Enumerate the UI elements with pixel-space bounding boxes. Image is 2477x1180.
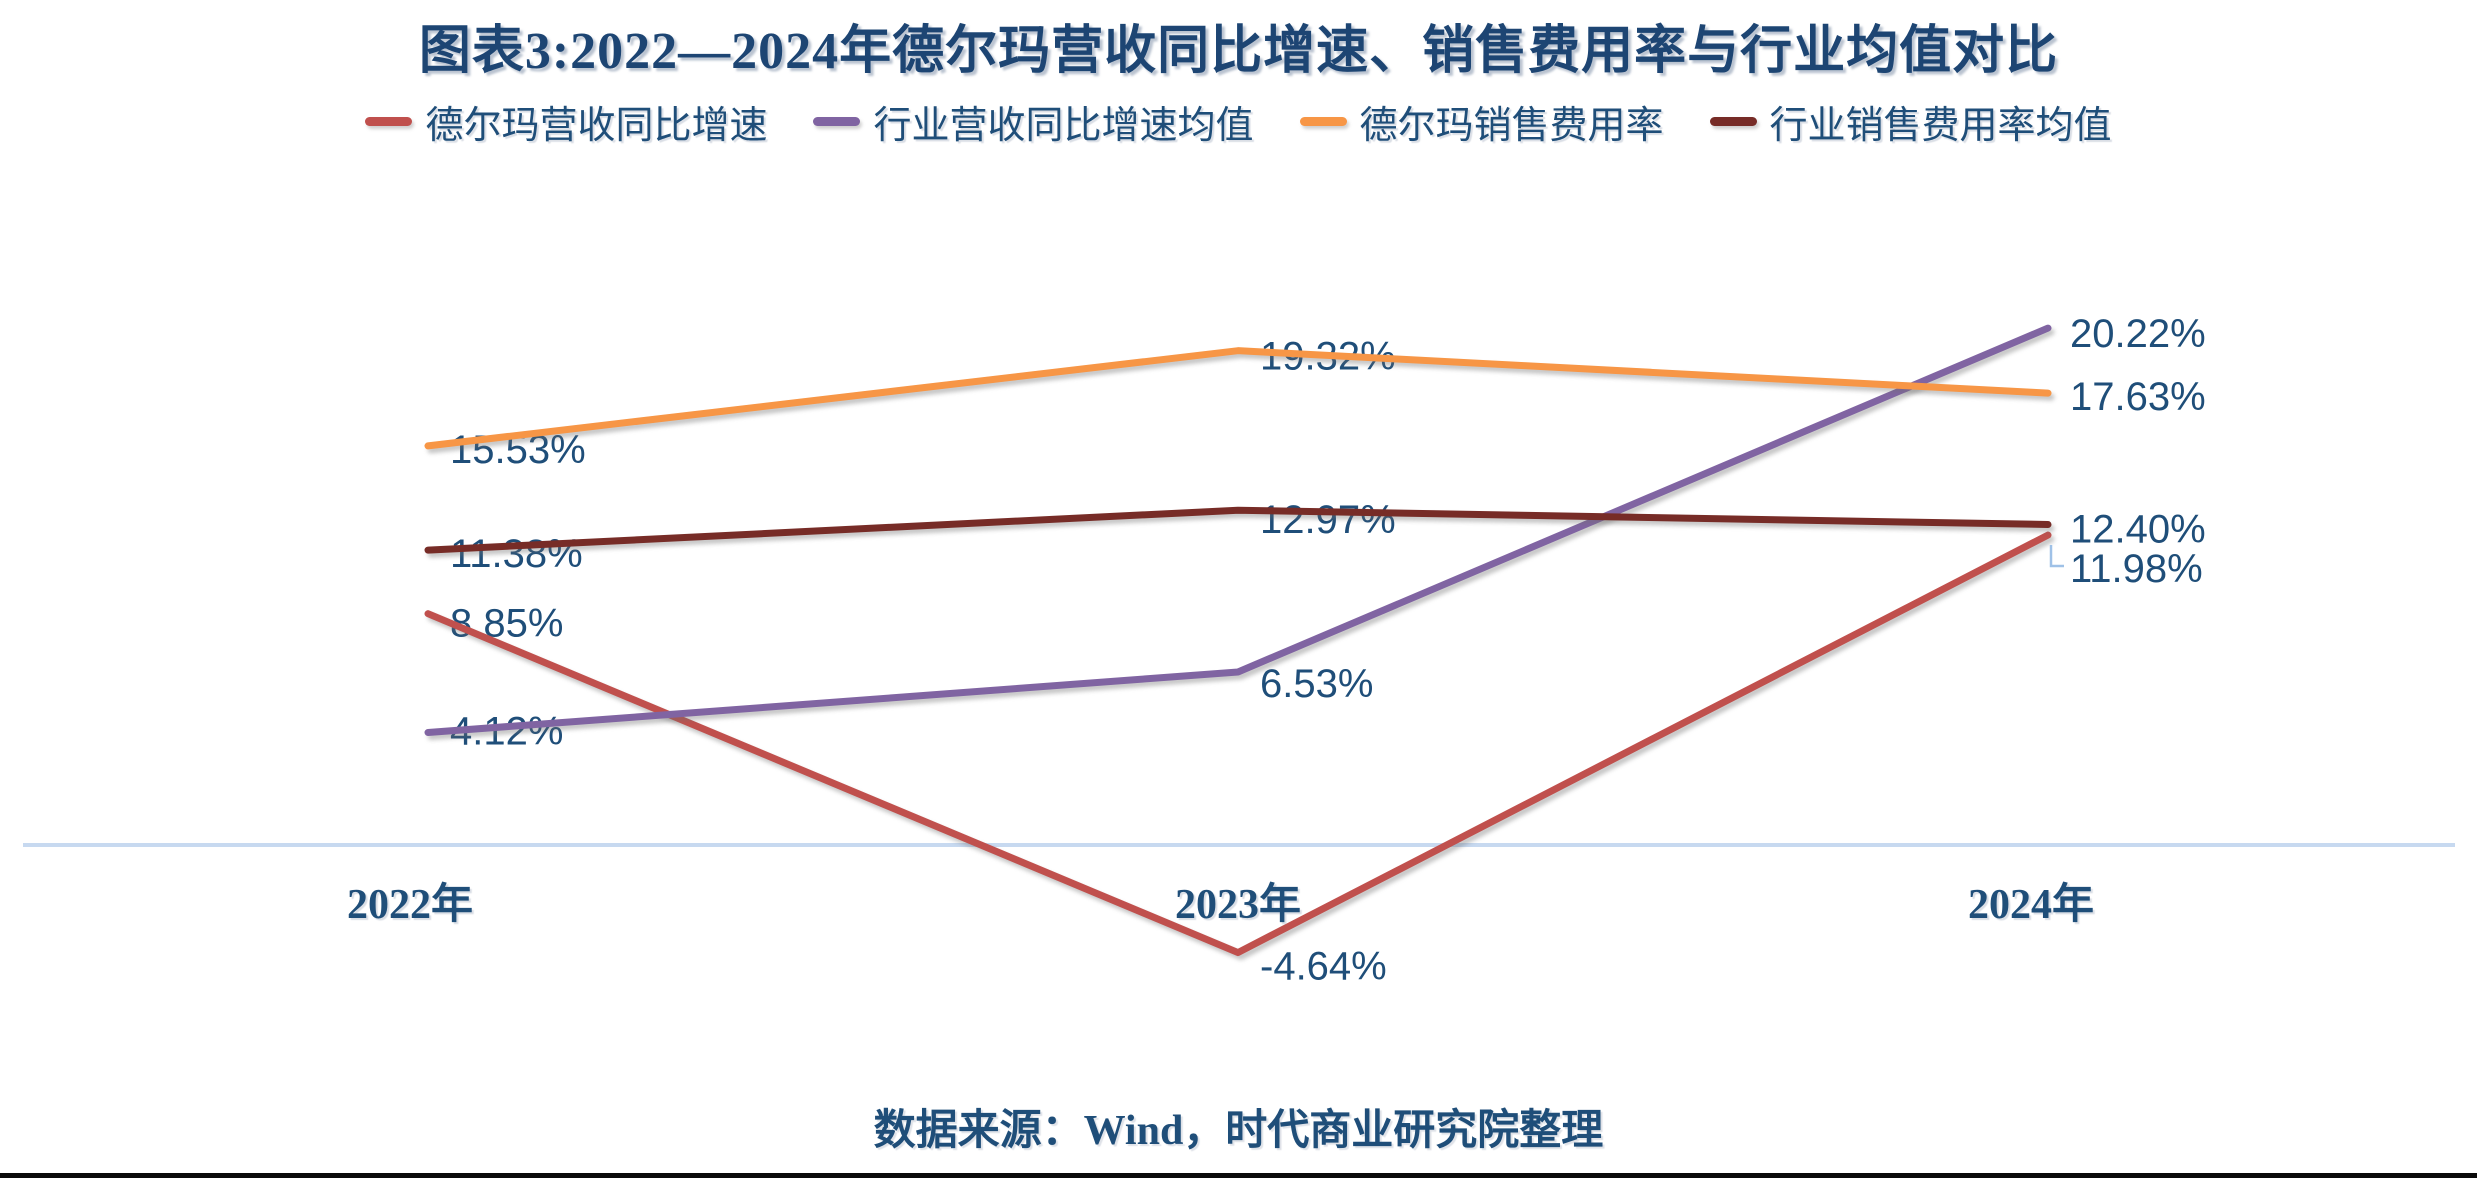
- source-note: 数据来源：Wind，时代商业研究院整理: [873, 1108, 1604, 1154]
- data-label: 11.38%: [450, 532, 583, 576]
- legend-item-deerma-revenue-growth: 德尔玛营收同比增速: [365, 94, 767, 149]
- legend-label: 行业营收同比增速均值: [873, 105, 1254, 147]
- data-label: 20.22%: [2070, 312, 2206, 356]
- legend-dash-icon: [813, 117, 861, 126]
- data-label: -4.64%: [1260, 945, 1387, 989]
- data-label: 12.97%: [1260, 498, 1396, 542]
- legend: 德尔玛营收同比增速 行业营收同比增速均值 德尔玛销售费用率 行业销售费用率均值: [0, 94, 2477, 149]
- legend-item-deerma-expense-ratio: 德尔玛销售费用率: [1299, 94, 1664, 149]
- legend-label: 德尔玛销售费用率: [1359, 105, 1664, 147]
- data-label: 11.98%: [2070, 547, 2203, 591]
- x-axis-label-2022: 2022年: [346, 882, 474, 928]
- legend-dash-icon: [1709, 117, 1757, 126]
- callout-leader-line: [2049, 545, 2064, 568]
- bottom-divider: [0, 1173, 2477, 1178]
- data-label: 6.53%: [1260, 662, 1373, 706]
- legend-item-industry-revenue-growth: 行业营收同比增速均值: [813, 94, 1254, 149]
- data-label: 8.85%: [450, 602, 563, 646]
- series-line-1: [424, 324, 2052, 737]
- series-line-0: [424, 531, 2052, 957]
- x-axis-label-2024: 2024年: [1967, 882, 2095, 928]
- legend-dash-icon: [1299, 117, 1347, 126]
- x-axis-label-2023: 2023年: [1174, 882, 1302, 928]
- legend-label: 行业销售费用率均值: [1769, 105, 2112, 147]
- data-label: 12.40%: [2070, 508, 2206, 552]
- chart-title: 图表3:2022—2024年德尔玛营收同比增速、销售费用率与行业均值对比: [418, 23, 2059, 80]
- series-line-2: [424, 347, 2052, 450]
- data-label: 17.63%: [2070, 375, 2206, 419]
- legend-item-industry-expense-ratio: 行业销售费用率均值: [1709, 94, 2112, 149]
- legend-label: 德尔玛营收同比增速: [425, 105, 768, 147]
- legend-dash-icon: [365, 117, 413, 126]
- series-line-3: [424, 506, 2052, 554]
